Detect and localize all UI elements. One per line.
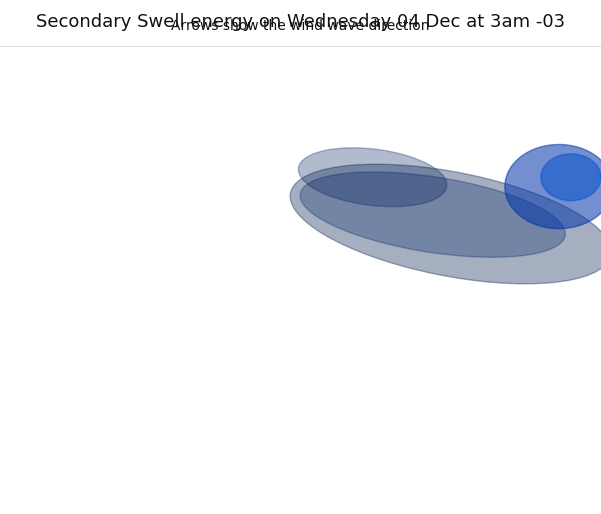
Ellipse shape xyxy=(298,148,447,207)
Text: Arrows show the wind wave direction: Arrows show the wind wave direction xyxy=(171,20,430,33)
Ellipse shape xyxy=(290,164,601,284)
Text: Secondary Swell energy on Wednesday 04 Dec at 3am -03: Secondary Swell energy on Wednesday 04 D… xyxy=(36,13,565,31)
Ellipse shape xyxy=(505,144,601,229)
Ellipse shape xyxy=(541,154,601,200)
Ellipse shape xyxy=(300,172,566,258)
